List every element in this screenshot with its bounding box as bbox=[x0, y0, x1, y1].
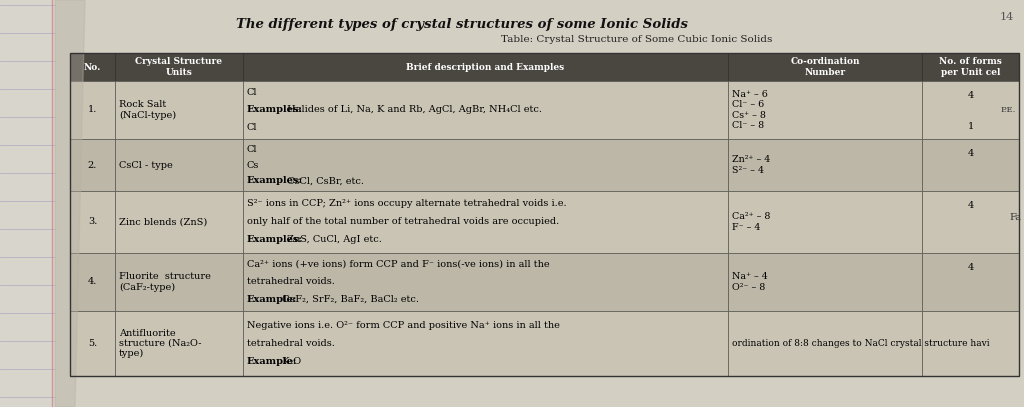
Bar bbox=[70, 139, 115, 191]
Text: Cl: Cl bbox=[247, 145, 257, 154]
Text: 3.: 3. bbox=[88, 217, 97, 227]
Bar bbox=[115, 253, 243, 311]
Text: 4: 4 bbox=[968, 263, 974, 272]
Text: Negative ions i.e. O²⁻ form CCP and positive Na⁺ ions in all the: Negative ions i.e. O²⁻ form CCP and posi… bbox=[247, 321, 559, 330]
Text: Na⁺ – 4
O²⁻ – 8: Na⁺ – 4 O²⁻ – 8 bbox=[732, 272, 768, 292]
Text: 4: 4 bbox=[968, 149, 974, 158]
Bar bbox=[115, 191, 243, 253]
Text: Cs: Cs bbox=[247, 160, 259, 169]
Text: Ca²⁺ ions (+ve ions) form CCP and F⁻ ions(-ve ions) in all the: Ca²⁺ ions (+ve ions) form CCP and F⁻ ion… bbox=[247, 260, 549, 269]
Text: Fa: Fa bbox=[1009, 212, 1021, 221]
Text: tetrahedral voids.: tetrahedral voids. bbox=[247, 339, 335, 348]
Bar bbox=[70, 311, 115, 376]
Bar bbox=[728, 81, 922, 139]
Text: CaF₂, SrF₂, BaF₂, BaCl₂ etc.: CaF₂, SrF₂, BaF₂, BaCl₂ etc. bbox=[280, 295, 420, 304]
Bar bbox=[728, 311, 922, 376]
Text: only half of the total number of tetrahedral voids are occupied.: only half of the total number of tetrahe… bbox=[247, 217, 559, 227]
Text: 14: 14 bbox=[999, 12, 1014, 22]
Bar bbox=[115, 139, 243, 191]
Text: Brief description and Examples: Brief description and Examples bbox=[407, 63, 564, 72]
Bar bbox=[115, 81, 243, 139]
Bar bbox=[70, 253, 115, 311]
Text: tetrahedral voids.: tetrahedral voids. bbox=[247, 278, 335, 287]
Bar bbox=[728, 139, 922, 191]
Bar bbox=[243, 139, 728, 191]
Text: Examples:: Examples: bbox=[247, 105, 302, 114]
Text: 4.: 4. bbox=[88, 278, 97, 287]
Text: K₂O: K₂O bbox=[280, 357, 301, 366]
Text: Examples:: Examples: bbox=[247, 176, 302, 185]
Text: Fluorite  structure
(CaF₂-type): Fluorite structure (CaF₂-type) bbox=[119, 272, 211, 292]
Text: Crystal Structure
Units: Crystal Structure Units bbox=[135, 57, 222, 77]
Text: P.E.: P.E. bbox=[1000, 106, 1016, 114]
Text: 5.: 5. bbox=[88, 339, 97, 348]
Text: ZnS, CuCl, AgI etc.: ZnS, CuCl, AgI etc. bbox=[284, 236, 381, 245]
Bar bbox=[728, 253, 922, 311]
Text: Zn²⁺ – 4
S²⁻ – 4: Zn²⁺ – 4 S²⁻ – 4 bbox=[732, 155, 770, 175]
Bar bbox=[243, 81, 728, 139]
Text: No. of forms
per Unit cel: No. of forms per Unit cel bbox=[939, 57, 1001, 77]
Bar bbox=[922, 191, 1019, 253]
Polygon shape bbox=[55, 0, 85, 407]
Text: 2.: 2. bbox=[88, 160, 97, 169]
Text: Cl: Cl bbox=[247, 123, 257, 132]
Bar bbox=[922, 253, 1019, 311]
Text: Example:: Example: bbox=[247, 295, 297, 304]
Text: CsCl - type: CsCl - type bbox=[119, 160, 173, 169]
Bar bbox=[922, 81, 1019, 139]
Text: Na⁺ – 6
Cl⁻ – 6
Cs⁺ – 8
Cl⁻ – 8: Na⁺ – 6 Cl⁻ – 6 Cs⁺ – 8 Cl⁻ – 8 bbox=[732, 90, 768, 130]
Bar bbox=[70, 81, 115, 139]
Text: 4


1: 4 1 bbox=[968, 91, 974, 131]
Bar bbox=[243, 311, 728, 376]
Bar bbox=[243, 191, 728, 253]
Text: The different types of crystal structures of some Ionic Solids: The different types of crystal structure… bbox=[236, 18, 688, 31]
Text: Table: Crystal Structure of Some Cubic Ionic Solids: Table: Crystal Structure of Some Cubic I… bbox=[501, 35, 772, 44]
Text: S²⁻ ions in CCP; Zn²⁺ ions occupy alternate tetrahedral voids i.e.: S²⁻ ions in CCP; Zn²⁺ ions occupy altern… bbox=[247, 199, 566, 208]
Bar bbox=[70, 191, 115, 253]
Text: No.: No. bbox=[84, 63, 101, 72]
Text: Ca²⁺ – 8
F⁻ – 4: Ca²⁺ – 8 F⁻ – 4 bbox=[732, 212, 770, 232]
Text: 4: 4 bbox=[968, 201, 974, 210]
Text: Rock Salt
(NaCl-type): Rock Salt (NaCl-type) bbox=[119, 100, 176, 120]
Text: ordination of 8:8 changes to NaCl crystal structure havi: ordination of 8:8 changes to NaCl crysta… bbox=[732, 339, 989, 348]
Bar bbox=[922, 311, 1019, 376]
Text: Examples:: Examples: bbox=[247, 236, 302, 245]
Text: Co-ordination
Number: Co-ordination Number bbox=[791, 57, 860, 77]
Text: 1.: 1. bbox=[88, 105, 97, 114]
Bar bbox=[0, 0, 55, 407]
Bar bbox=[728, 191, 922, 253]
Bar bbox=[728, 53, 922, 81]
Bar bbox=[70, 53, 1019, 376]
Text: Halides of Li, Na, K and Rb, AgCl, AgBr, NH₄Cl etc.: Halides of Li, Na, K and Rb, AgCl, AgBr,… bbox=[284, 105, 542, 114]
Text: Cl: Cl bbox=[247, 88, 257, 97]
Text: CsCl, CsBr, etc.: CsCl, CsBr, etc. bbox=[284, 176, 364, 185]
Bar bbox=[115, 311, 243, 376]
Bar bbox=[922, 53, 1019, 81]
Text: Zinc blends (ZnS): Zinc blends (ZnS) bbox=[119, 217, 207, 227]
Bar bbox=[115, 53, 243, 81]
Text: Example:: Example: bbox=[247, 357, 297, 366]
Bar bbox=[243, 253, 728, 311]
Text: Antifluorite
structure (Na₂O-
type): Antifluorite structure (Na₂O- type) bbox=[119, 328, 202, 359]
Bar bbox=[922, 139, 1019, 191]
Bar bbox=[70, 53, 115, 81]
Bar bbox=[243, 53, 728, 81]
